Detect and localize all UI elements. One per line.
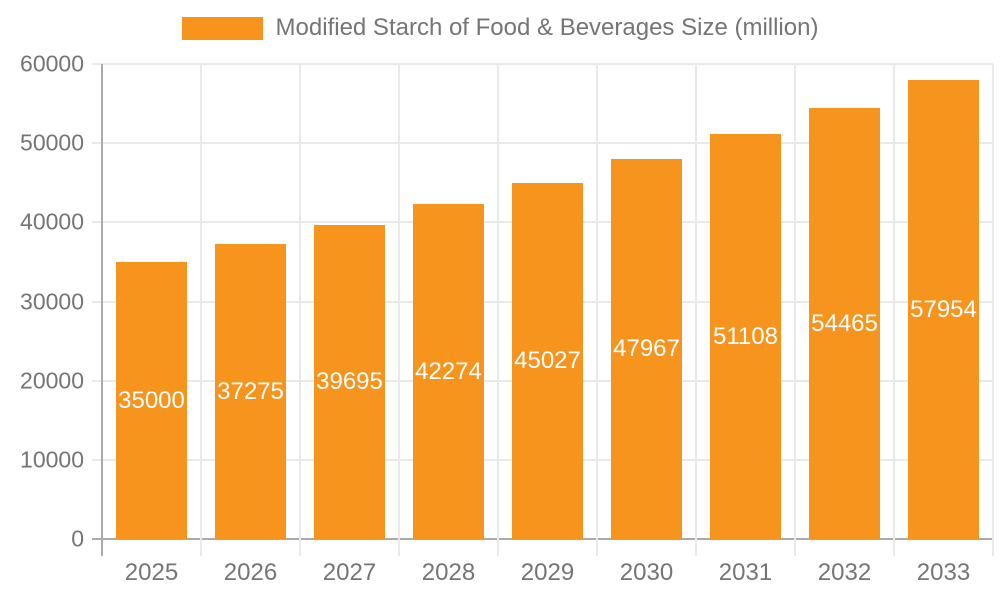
y-tick-label: 40000	[20, 208, 84, 235]
x-tick-label: 2025	[124, 559, 179, 586]
y-tick-label: 50000	[20, 129, 84, 156]
vertical-gridline	[299, 64, 301, 556]
x-tick-label: 2031	[718, 559, 773, 586]
legend-swatch-icon	[181, 16, 263, 40]
vertical-gridline	[596, 64, 598, 556]
bar-2028[interactable]	[413, 204, 484, 539]
bar-2033[interactable]	[908, 80, 979, 539]
x-tick-label: 2030	[619, 559, 674, 586]
bar-2030[interactable]	[611, 159, 682, 539]
x-tick-label: 2032	[817, 559, 872, 586]
y-axis-line	[101, 64, 103, 556]
y-tick-label: 10000	[20, 446, 84, 473]
y-tick-label: 30000	[20, 288, 84, 314]
bar-2031[interactable]	[710, 134, 781, 539]
vertical-gridline	[497, 64, 499, 556]
x-tick-label: 2026	[223, 559, 278, 586]
y-tick-label: 20000	[20, 367, 84, 394]
bar-2025[interactable]	[116, 262, 187, 539]
x-tick-label: 2028	[421, 559, 476, 586]
horizontal-gridline	[92, 63, 993, 65]
x-axis-line	[92, 538, 993, 540]
chart-legend[interactable]: Modified Starch of Food & Beverages Size…	[0, 14, 1000, 42]
vertical-gridline	[794, 64, 796, 556]
vertical-gridline	[695, 64, 697, 556]
vertical-gridline	[200, 64, 202, 556]
plot-area: 35000 37275 39695 42274 45027 47967 51108 54465…	[92, 63, 994, 556]
vertical-gridline	[992, 64, 994, 556]
x-tick-label: 2033	[916, 559, 971, 586]
bar-2029[interactable]	[512, 183, 583, 539]
y-tick-label: 0	[71, 525, 84, 552]
bar-2026[interactable]	[215, 244, 286, 539]
vertical-gridline	[398, 64, 400, 556]
y-tick-label: 60000	[20, 50, 84, 77]
vertical-gridline	[893, 64, 895, 556]
legend-label: Modified Starch of Food & Beverages Size…	[275, 14, 819, 41]
x-tick-label: 2029	[520, 559, 575, 586]
bar-2032[interactable]	[809, 108, 880, 539]
horizontal-gridline	[92, 142, 993, 145]
bar-2027[interactable]	[314, 225, 385, 539]
x-tick-label: 2027	[322, 559, 377, 586]
